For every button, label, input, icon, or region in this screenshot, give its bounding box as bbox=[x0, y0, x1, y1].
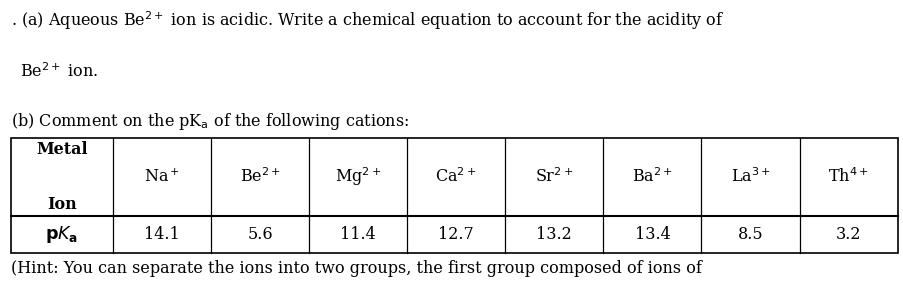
Text: Na$^+$: Na$^+$ bbox=[144, 168, 180, 186]
Text: Mg$^{2+}$: Mg$^{2+}$ bbox=[335, 165, 381, 188]
Text: 5.6: 5.6 bbox=[247, 226, 273, 243]
Text: 13.4: 13.4 bbox=[634, 226, 669, 243]
Text: 14.1: 14.1 bbox=[144, 226, 180, 243]
Text: (b) Comment on the pK$_\mathrm{a}$ of the following cations:: (b) Comment on the pK$_\mathrm{a}$ of th… bbox=[11, 111, 408, 132]
Text: Ca$^{2+}$: Ca$^{2+}$ bbox=[435, 168, 477, 186]
Text: Th$^{4+}$: Th$^{4+}$ bbox=[827, 168, 868, 186]
Text: La$^{3+}$: La$^{3+}$ bbox=[730, 168, 769, 186]
Text: Be$^{2+}$ ion.: Be$^{2+}$ ion. bbox=[20, 62, 98, 81]
Text: Be$^{2+}$: Be$^{2+}$ bbox=[239, 168, 280, 186]
Text: (Hint: You can separate the ions into two groups, the first group composed of io: (Hint: You can separate the ions into tw… bbox=[11, 260, 701, 276]
Text: Ba$^{2+}$: Ba$^{2+}$ bbox=[631, 168, 672, 186]
Text: 13.2: 13.2 bbox=[535, 226, 572, 243]
Text: Ion: Ion bbox=[47, 196, 77, 213]
Text: 12.7: 12.7 bbox=[438, 226, 473, 243]
Text: Sr$^{2+}$: Sr$^{2+}$ bbox=[535, 168, 573, 186]
Text: 3.2: 3.2 bbox=[835, 226, 861, 243]
Text: $\mathbf{p}$$\mathit{K}_\mathbf{a}$: $\mathbf{p}$$\mathit{K}_\mathbf{a}$ bbox=[45, 224, 79, 245]
Text: 11.4: 11.4 bbox=[340, 226, 376, 243]
Text: . (a) Aqueous Be$^{2+}$ ion is acidic. Write a chemical equation to account for : . (a) Aqueous Be$^{2+}$ ion is acidic. W… bbox=[11, 9, 723, 32]
Text: 8.5: 8.5 bbox=[737, 226, 762, 243]
Text: Metal: Metal bbox=[36, 141, 88, 158]
Bar bbox=[11, 138, 897, 253]
